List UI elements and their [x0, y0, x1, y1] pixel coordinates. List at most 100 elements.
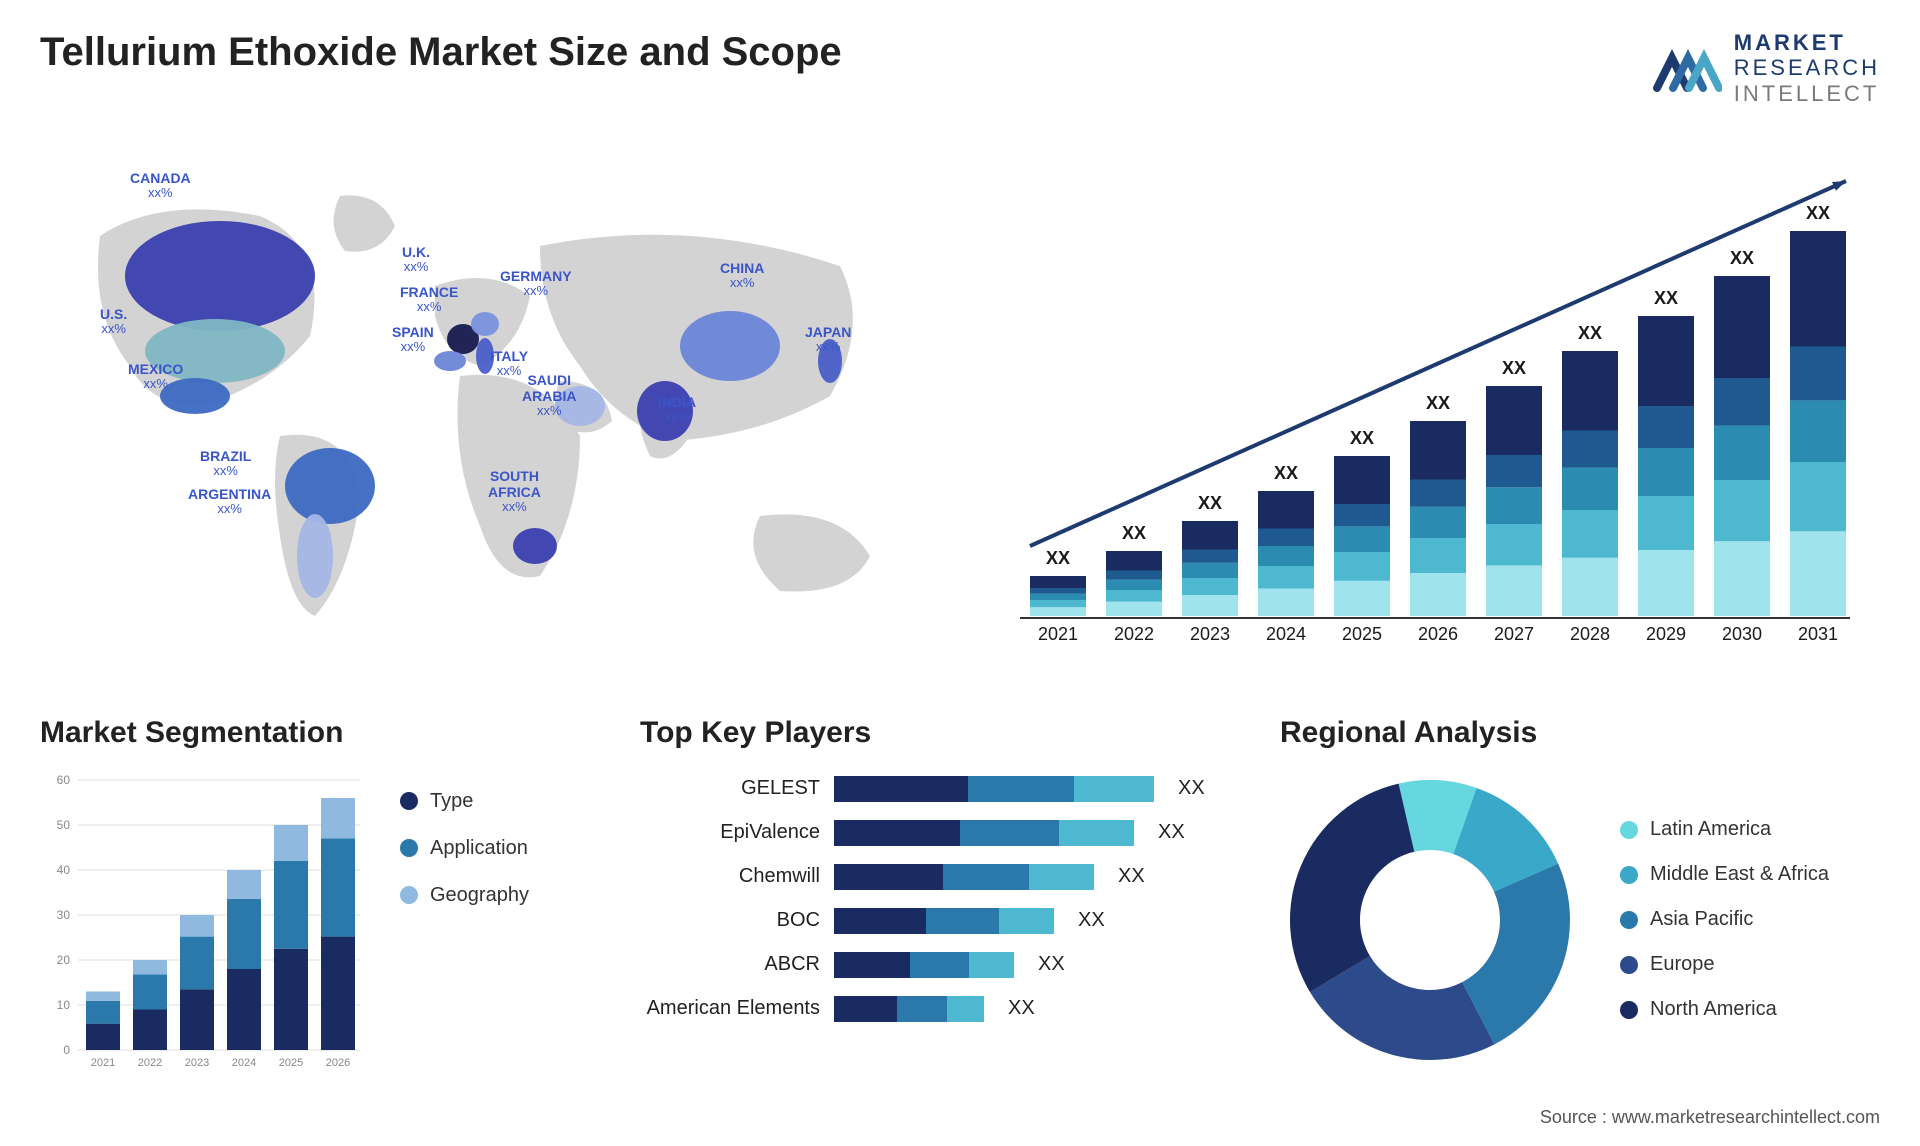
svg-text:50: 50 — [57, 818, 71, 832]
legend-item: Europe — [1620, 953, 1829, 976]
map-label-china: CHINAxx% — [720, 260, 764, 291]
player-value: XX — [1038, 953, 1065, 976]
legend-label: North America — [1650, 998, 1777, 1021]
players-list: GELESTXXEpiValenceXXChemwillXXBOCXXABCRX… — [640, 770, 1240, 1022]
player-bar — [834, 952, 1014, 978]
svg-text:2023: 2023 — [185, 1057, 209, 1069]
svg-text:2022: 2022 — [1114, 624, 1154, 644]
legend-swatch-icon — [1620, 956, 1638, 974]
top-row: CANADAxx%U.S.xx%MEXICOxx%BRAZILxx%ARGENT… — [40, 136, 1880, 676]
legend-item: Latin America — [1620, 818, 1829, 841]
svg-text:XX: XX — [1578, 323, 1602, 343]
brand-logo: MARKET RESEARCH INTELLECT — [1652, 30, 1880, 106]
map-label-argentina: ARGENTINAxx% — [188, 486, 271, 517]
regional-panel: Regional Analysis Latin AmericaMiddle Ea… — [1280, 716, 1880, 1146]
legend-swatch-icon — [1620, 866, 1638, 884]
svg-text:2029: 2029 — [1646, 624, 1686, 644]
map-label-germany: GERMANYxx% — [500, 268, 572, 299]
source-attribution: Source : www.marketresearchintellect.com — [1540, 1107, 1880, 1128]
map-label-southnafrica: SOUTHAFRICAxx% — [488, 468, 541, 515]
svg-text:2026: 2026 — [326, 1057, 350, 1069]
svg-text:XX: XX — [1730, 248, 1754, 268]
player-value: XX — [1078, 909, 1105, 932]
legend-swatch-icon — [1620, 821, 1638, 839]
svg-text:2024: 2024 — [232, 1057, 256, 1069]
legend-label: Asia Pacific — [1650, 908, 1753, 931]
player-name: BOC — [640, 909, 820, 932]
svg-text:2026: 2026 — [1418, 624, 1458, 644]
legend-swatch-icon — [1620, 1001, 1638, 1019]
legend-label: Middle East & Africa — [1650, 863, 1829, 886]
legend-label: Latin America — [1650, 818, 1771, 841]
svg-text:XX: XX — [1122, 523, 1146, 543]
player-row: GELESTXX — [640, 776, 1240, 802]
map-label-spain: SPAINxx% — [392, 324, 434, 355]
svg-text:60: 60 — [57, 773, 71, 787]
logo-text: MARKET RESEARCH INTELLECT — [1734, 30, 1880, 106]
segmentation-legend: Type Application Geography — [400, 770, 529, 1090]
player-name: American Elements — [640, 997, 820, 1020]
svg-text:2030: 2030 — [1722, 624, 1762, 644]
svg-text:0: 0 — [63, 1043, 70, 1057]
player-row: BOC XX — [640, 908, 1240, 934]
world-map — [40, 136, 940, 676]
legend-item: Type — [400, 790, 529, 813]
legend-item: Middle East & Africa — [1620, 863, 1829, 886]
map-label-uk: U.K.xx% — [402, 244, 430, 275]
legend-swatch-icon — [400, 792, 418, 810]
svg-text:2021: 2021 — [91, 1057, 115, 1069]
map-label-canada: CANADAxx% — [130, 170, 191, 201]
legend-swatch-icon — [1620, 911, 1638, 929]
svg-text:2022: 2022 — [138, 1057, 162, 1069]
svg-text:XX: XX — [1426, 393, 1450, 413]
legend-swatch-icon — [400, 886, 418, 904]
players-panel: Top Key Players GELESTXXEpiValenceXXChem… — [640, 716, 1240, 1146]
player-bar — [834, 820, 1134, 846]
svg-text:2023: 2023 — [1190, 624, 1230, 644]
page-title: Tellurium Ethoxide Market Size and Scope — [40, 30, 842, 75]
regional-donut-chart — [1280, 770, 1580, 1070]
svg-text:2027: 2027 — [1494, 624, 1534, 644]
svg-text:30: 30 — [57, 908, 71, 922]
svg-text:20: 20 — [57, 953, 71, 967]
svg-text:2028: 2028 — [1570, 624, 1610, 644]
svg-text:XX: XX — [1046, 548, 1070, 568]
svg-text:2024: 2024 — [1266, 624, 1306, 644]
player-bar — [834, 996, 984, 1022]
map-label-brazil: BRAZILxx% — [200, 448, 251, 479]
svg-text:2025: 2025 — [1342, 624, 1382, 644]
player-name: EpiValence — [640, 821, 820, 844]
player-name: ABCR — [640, 953, 820, 976]
player-bar — [834, 864, 1094, 890]
player-bar — [834, 908, 1054, 934]
legend-item: North America — [1620, 998, 1829, 1021]
regional-legend: Latin America Middle East & Africa Asia Pa… — [1620, 818, 1829, 1021]
map-label-us: U.S.xx% — [100, 306, 127, 337]
player-value: XX — [1008, 997, 1035, 1020]
svg-text:XX: XX — [1274, 463, 1298, 483]
player-row: American Elements XX — [640, 996, 1240, 1022]
player-value: XX — [1118, 865, 1145, 888]
segmentation-chart: 0102030405060202120222023202420252026 — [40, 770, 370, 1090]
player-row: ChemwillXX — [640, 864, 1240, 890]
segmentation-panel: Market Segmentation 01020304050602021202… — [40, 716, 600, 1146]
svg-text:2031: 2031 — [1798, 624, 1838, 644]
legend-item: Asia Pacific — [1620, 908, 1829, 931]
map-label-india: INDIAxx% — [658, 394, 696, 425]
player-bar — [834, 776, 1154, 802]
player-value: XX — [1158, 821, 1185, 844]
growth-bar-chart: XX 2021 XX 2022 XX 2023 XX 2024 XX 2025 XX 2026 XX 20… — [980, 136, 1880, 676]
svg-text:XX: XX — [1806, 203, 1830, 223]
player-name: GELEST — [640, 777, 820, 800]
player-row: ABCR XX — [640, 952, 1240, 978]
growth-chart-panel: XX 2021 XX 2022 XX 2023 XX 2024 XX 2025 XX 2026 XX 20… — [980, 136, 1880, 676]
legend-item: Application — [400, 837, 529, 860]
legend-label: Geography — [430, 884, 529, 907]
bottom-row: Market Segmentation 01020304050602021202… — [40, 716, 1880, 1146]
svg-text:XX: XX — [1654, 288, 1678, 308]
svg-text:2021: 2021 — [1038, 624, 1078, 644]
players-title: Top Key Players — [640, 716, 1240, 750]
logo-icon — [1652, 38, 1722, 98]
legend-label: Type — [430, 790, 473, 813]
svg-text:XX: XX — [1198, 493, 1222, 513]
